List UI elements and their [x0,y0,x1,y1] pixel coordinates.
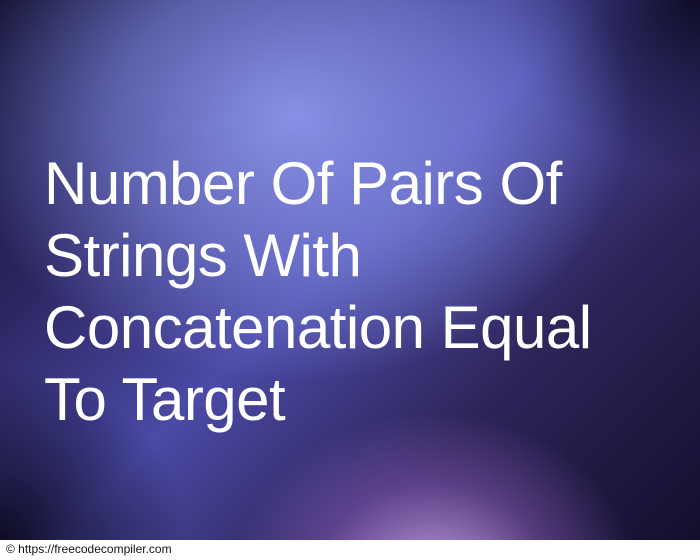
attribution-text: © https://freecodecompiler.com [0,540,700,560]
hero-headline: Number Of Pairs Of Strings With Concaten… [44,148,664,436]
hero-banner: Number Of Pairs Of Strings With Concaten… [0,0,700,540]
